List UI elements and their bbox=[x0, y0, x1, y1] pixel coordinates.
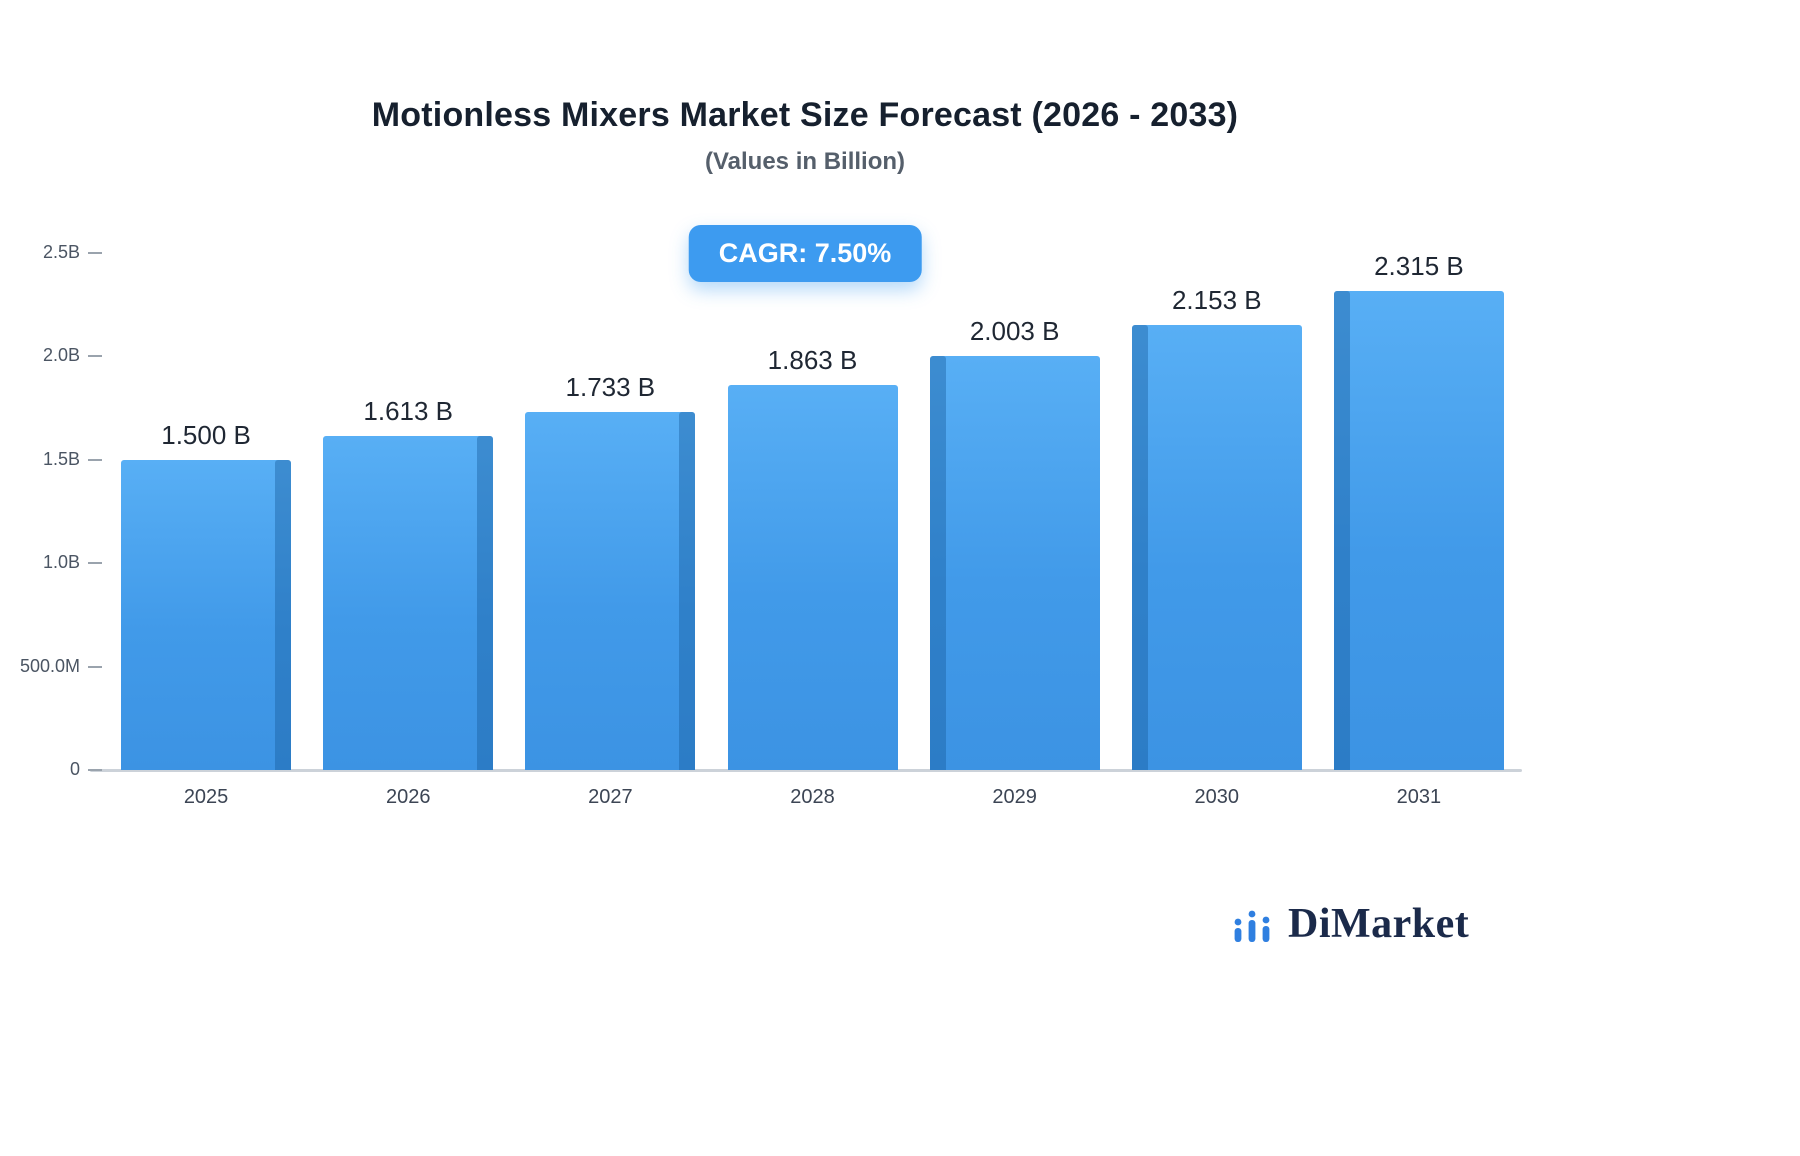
y-axis-label: 0 bbox=[69, 759, 80, 779]
y-axis-tick bbox=[88, 769, 102, 771]
bar-shade bbox=[275, 459, 292, 770]
bar-2028[interactable] bbox=[727, 384, 898, 770]
bar-value-label: 2.003 B bbox=[969, 315, 1060, 346]
x-axis-label: 2027 bbox=[588, 786, 633, 808]
x-axis-label: 2026 bbox=[385, 786, 431, 808]
bar-2031[interactable] bbox=[1333, 291, 1504, 770]
y-axis-tick bbox=[88, 458, 102, 461]
bar-shade bbox=[477, 436, 494, 770]
brand-logo-text: DiMarket bbox=[1288, 901, 1470, 947]
chart-subtitle: (Values in Billion) bbox=[704, 148, 906, 175]
bar-shade bbox=[929, 355, 946, 770]
y-axis-tick bbox=[88, 665, 102, 668]
y-axis-label: 1.5B bbox=[42, 448, 80, 469]
cagr-badge: CAGR: 7.50% bbox=[688, 225, 922, 282]
x-axis-label: 2031 bbox=[1396, 786, 1442, 808]
bar-2027[interactable] bbox=[525, 411, 696, 770]
bar-shade bbox=[679, 411, 696, 770]
x-axis-baseline bbox=[90, 769, 1522, 772]
bar-2029[interactable] bbox=[929, 355, 1100, 770]
bar-value-label: 1.733 B bbox=[565, 371, 656, 402]
bar-2030[interactable] bbox=[1131, 324, 1302, 770]
x-axis-label: 2028 bbox=[790, 786, 835, 808]
bar-2025[interactable] bbox=[121, 459, 292, 770]
y-axis-label: 500.0M bbox=[19, 655, 80, 676]
y-axis-label: 1.0B bbox=[42, 552, 80, 573]
bar-value-label: 2.153 B bbox=[1171, 284, 1262, 315]
bar-chart-icon bbox=[1228, 900, 1276, 948]
bar-2026[interactable] bbox=[323, 436, 494, 770]
y-axis-tick bbox=[88, 355, 102, 358]
bar-shade bbox=[1131, 324, 1148, 770]
x-axis-label: 2025 bbox=[183, 786, 229, 808]
y-axis-label: 2.5B bbox=[42, 242, 80, 262]
bar-value-label: 1.500 B bbox=[161, 419, 251, 450]
brand-logo: DiMarket bbox=[1228, 900, 1469, 948]
bar-value-label: 1.863 B bbox=[767, 344, 858, 375]
chart-title: Motionless Mixers Market Size Forecast (… bbox=[371, 96, 1239, 134]
y-axis-label: 2.0B bbox=[42, 345, 80, 366]
y-axis-tick bbox=[88, 252, 102, 254]
x-axis-label: 2029 bbox=[992, 786, 1037, 808]
bar-shade bbox=[1333, 291, 1350, 770]
x-axis-label: 2030 bbox=[1194, 786, 1240, 808]
y-axis-tick bbox=[88, 562, 102, 565]
bar-value-label: 1.613 B bbox=[363, 396, 454, 427]
bar-value-label: 2.315 B bbox=[1374, 251, 1464, 282]
